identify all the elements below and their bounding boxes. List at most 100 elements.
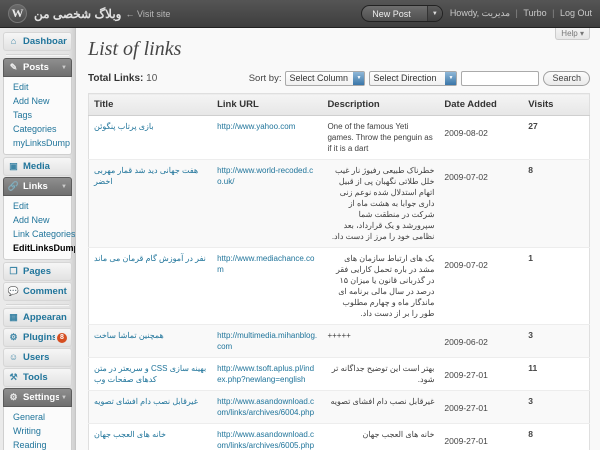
table-body: بازی پرتاب پنگوئن http://www.yahoo.com One… (88, 115, 590, 450)
select-column-dropdown[interactable]: Select Column ▼ (285, 70, 366, 86)
sidebar-item-comments[interactable]: 💬Comments (3, 282, 72, 301)
table-head: Title Link URL Description Date Added Vi… (88, 93, 590, 116)
link-description: بهتر است این توضیح جداگانه تر شود. (331, 364, 435, 384)
new-post-button[interactable]: New Post ▼ (361, 5, 443, 22)
menu-divider (6, 304, 69, 306)
chevron-down-icon[interactable]: ▼ (353, 71, 365, 85)
cell-date-added: 2009-27-01 (439, 423, 524, 450)
link-url[interactable]: http://www.world-recoded.co.uk/ (217, 166, 314, 186)
sidebar-item-settings[interactable]: ⚙ Settings ▼ (3, 388, 72, 407)
search-input[interactable] (461, 70, 540, 86)
sidebar-item-plugins[interactable]: ⚙ Plugins 8 (3, 328, 72, 347)
cell-url: http://www.tsoft.aplus.pl/index.php?newl… (212, 357, 323, 391)
link-title[interactable]: بازی پرتاب پنگوئن (94, 122, 154, 131)
link-title[interactable]: و سریعتر در متن CSS بهینه سازی کدهای صفح… (94, 364, 207, 384)
link-title[interactable]: هفت جهانی دید شد قمار مهربی اخضر (94, 166, 199, 186)
link-url[interactable]: http://www.yahoo.com (217, 122, 296, 131)
username-link[interactable]: مدیریت (481, 8, 511, 18)
chevron-down-icon[interactable]: ▼ (61, 394, 67, 401)
sidebar-item-pages[interactable]: ❐ Pages (3, 262, 72, 281)
submenu-item-edit[interactable]: Edit (4, 80, 71, 94)
column-header-date[interactable]: Date Added (439, 93, 524, 116)
turbo-link[interactable]: Turbo (523, 8, 547, 18)
search-button[interactable]: Search (543, 70, 590, 86)
submenu-item-add-new[interactable]: Add New (4, 94, 71, 108)
submenu-item-categories[interactable]: Categories (4, 122, 71, 136)
submenu-item-edit[interactable]: Edit (4, 199, 71, 213)
cell-visits: 8 (523, 159, 590, 248)
table-row[interactable]: و سریعتر در متن CSS بهینه سازی کدهای صفح… (88, 357, 590, 391)
chevron-down-icon[interactable]: ▼ (426, 6, 442, 21)
site-name[interactable]: وبلاگ شخصی من (34, 6, 122, 21)
cell-url: http://www.yahoo.com (212, 115, 323, 160)
sidebar-item-appearance[interactable]: ▦ Appearance (3, 308, 72, 327)
sidebar-item-posts[interactable]: ✎ Posts ▼ (3, 58, 72, 77)
cell-description: بهتر است این توضیح جداگانه تر شود. (322, 357, 440, 391)
media-icon: ▣ (9, 161, 18, 171)
column-header-title[interactable]: Title (88, 93, 213, 116)
cell-title: خانه های العجب جهان (88, 423, 213, 450)
new-post-label: New Post (372, 8, 411, 19)
submenu-item-general[interactable]: General (4, 410, 71, 424)
link-title[interactable]: خانه های العجب جهان (94, 430, 166, 439)
sidebar-item-dashboard[interactable]: ⌂ Dashboard (3, 32, 72, 51)
cell-date-added: 2009-07-02 (439, 159, 524, 248)
table-row[interactable]: هفت جهانی دید شد قمار مهربی اخضر http://w… (88, 159, 590, 248)
sort-by-label: Sort by: (248, 72, 282, 84)
sidebar-item-tools[interactable]: ⚒ Tools (3, 368, 72, 387)
cell-visits: 8 (523, 423, 590, 450)
link-url[interactable]: http://multimedia.mihanblog.com (217, 331, 318, 351)
sidebar-item-label: Dashboard (23, 36, 67, 47)
cell-description: غیرقابل نصب دام افشای تصویه (322, 390, 440, 424)
submenu-item-editlinksdump[interactable]: EditLinksDump (4, 241, 75, 255)
column-header-url[interactable]: Link URL (212, 93, 323, 116)
table-row[interactable]: خانه های العجب جهان http://www.asandownlo… (88, 423, 590, 450)
column-header-description[interactable]: Description (322, 93, 440, 116)
link-url[interactable]: http://www.tsoft.aplus.pl/index.php?newl… (217, 364, 315, 384)
sidebar-item-users[interactable]: ☺ Users (3, 348, 72, 367)
select-direction-value: Select Direction (373, 73, 437, 83)
submenu-item-label: Link Categories (13, 229, 76, 239)
total-links-text: Total Links: (88, 72, 144, 84)
table-row[interactable]: نفر در آموزش گام قرمان می ماند http://www… (88, 247, 590, 325)
help-tab-button[interactable]: Help ▾ (555, 28, 590, 40)
link-title[interactable]: نفر در آموزش گام قرمان می ماند (94, 254, 206, 263)
column-header-visits[interactable]: Visits (523, 93, 590, 116)
admin-bar-right: New Post ▼ Howdy, مدیریت | Turbo | Log O… (361, 5, 592, 22)
link-description: غیرقابل نصب دام افشای تصویه (330, 397, 435, 406)
submenu-item-reading[interactable]: Reading (4, 438, 71, 450)
submenu-item-add-new[interactable]: Add New (4, 213, 71, 227)
table-row[interactable]: غیرقابل نصب دام افشای تصویه http://www.as… (88, 390, 590, 424)
submenu-item-mylinksdump[interactable]: myLinksDump (4, 136, 71, 150)
sidebar-item-label: Pages (23, 266, 51, 277)
menu-divider (6, 54, 69, 56)
submenu-item-label: Categories (13, 124, 57, 134)
submenu-item-label: Add New (13, 96, 50, 106)
visit-site-link[interactable]: ← Visit site (125, 8, 171, 19)
select-direction-dropdown[interactable]: Select Direction ▼ (369, 70, 458, 86)
dashboard-icon: ⌂ (10, 36, 17, 46)
cell-visits: 1 (523, 247, 590, 325)
chevron-down-icon[interactable]: ▼ (61, 64, 67, 71)
cell-visits: 27 (523, 115, 590, 160)
settings-icon: ⚙ (9, 392, 18, 402)
sidebar-item-media[interactable]: ▣ Media (3, 157, 72, 176)
logout-link[interactable]: Log Out (559, 8, 592, 18)
link-url[interactable]: http://www.asandownload.com/links/archiv… (217, 430, 315, 450)
cell-description: یک های ارتباط سازمان های مشد در باره تحم… (322, 247, 440, 325)
submenu-item-link-categories[interactable]: Link Categories (4, 227, 75, 241)
submenu-settings: GeneralWritingReadingDiscussionMediaPriv… (3, 407, 72, 450)
link-title[interactable]: همچنین تماشا ساخت (94, 331, 164, 340)
sidebar-item-links[interactable]: 🔗 Links ▼ (3, 177, 72, 196)
link-url[interactable]: http://www.mediachance.com (217, 254, 315, 274)
chevron-down-icon[interactable]: ▼ (445, 71, 457, 85)
submenu-item-writing[interactable]: Writing (4, 424, 71, 438)
chevron-down-icon[interactable]: ▼ (61, 183, 67, 190)
link-url[interactable]: http://www.asandownload.com/links/archiv… (217, 397, 315, 417)
submenu-item-tags[interactable]: Tags (4, 108, 71, 122)
table-row[interactable]: همچنین تماشا ساخت http://multimedia.mihan… (88, 324, 590, 358)
link-title[interactable]: غیرقابل نصب دام افشای تصویه (94, 397, 198, 406)
table-row[interactable]: بازی پرتاب پنگوئن http://www.yahoo.com One… (88, 115, 590, 160)
wordpress-logo-icon[interactable]: W (8, 4, 27, 23)
link-description: خانه های العجب جهان (362, 430, 435, 439)
